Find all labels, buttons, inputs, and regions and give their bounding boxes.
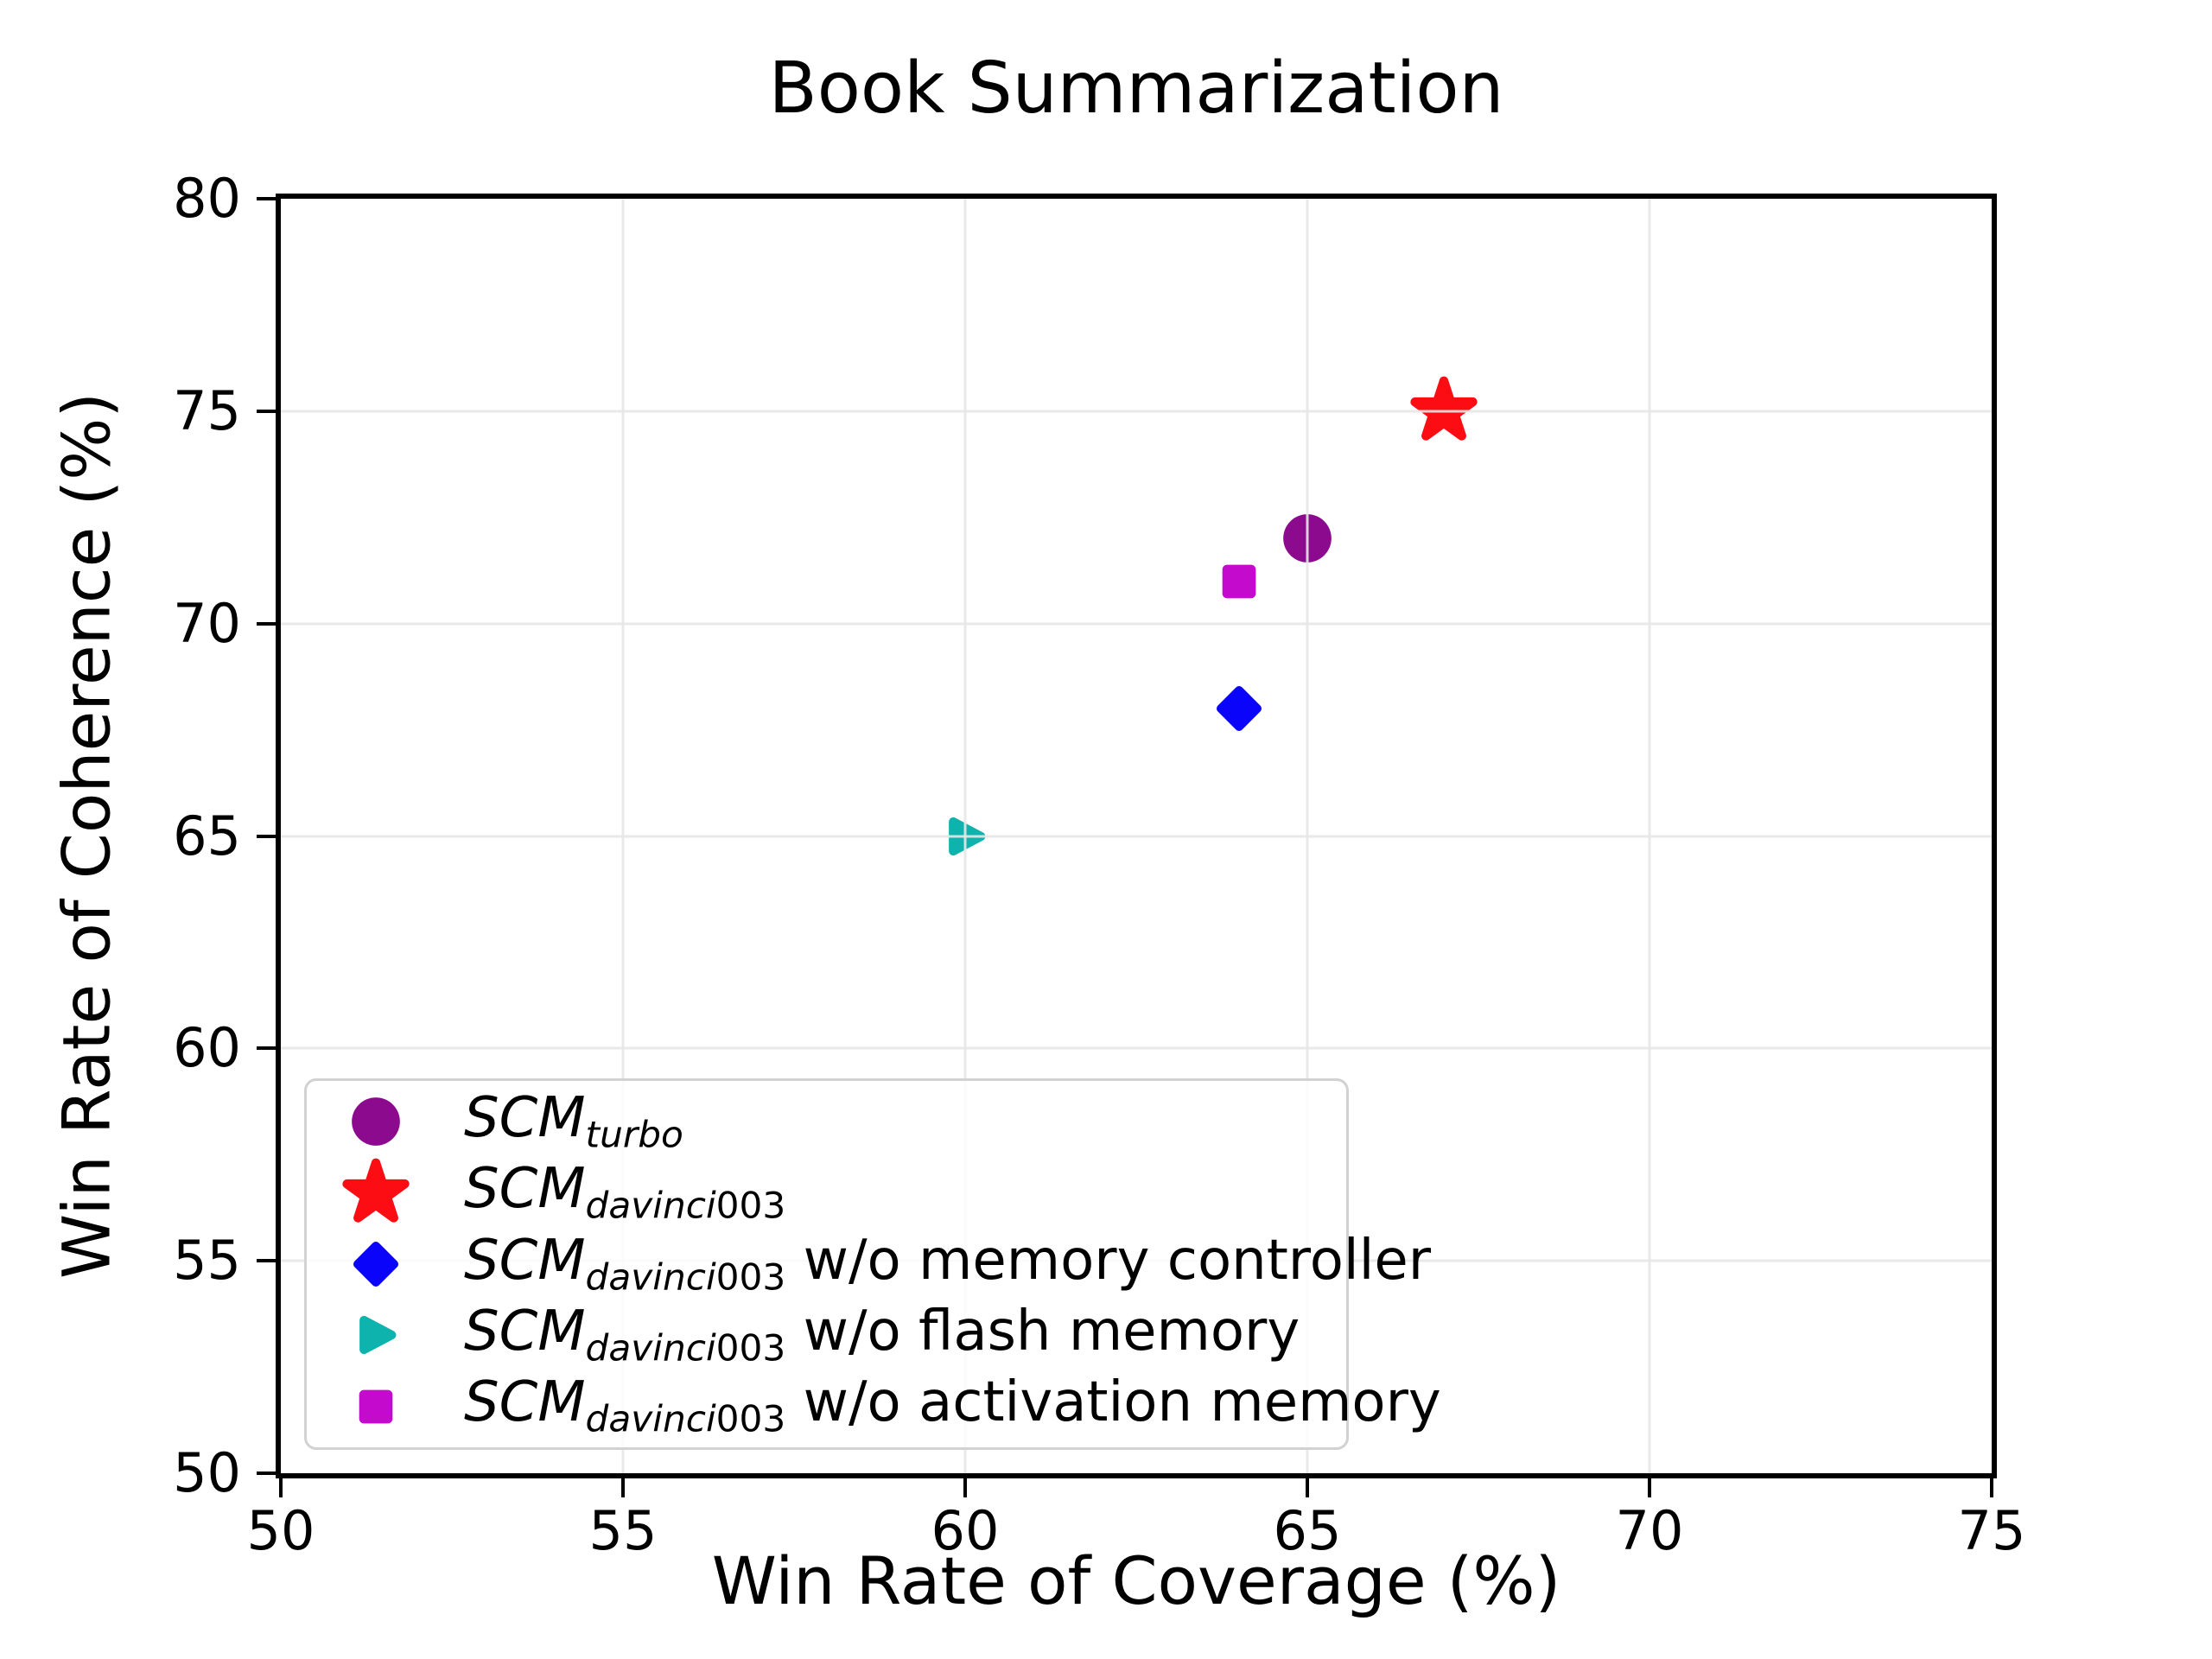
y-tick-mark-55 — [257, 1259, 276, 1263]
legend-label-rest: w/o activation memory — [785, 1370, 1441, 1435]
x-tick-mark-55 — [621, 1478, 625, 1497]
legend-label-scm-davinci003: SCMdavinci003 — [464, 1161, 785, 1224]
x-tick-mark-70 — [1648, 1478, 1651, 1497]
x-tick-label-55: 55 — [588, 1499, 658, 1562]
gridline-y-60 — [281, 1046, 1992, 1050]
x-tick-mark-60 — [963, 1478, 967, 1497]
point-scm-davinci003-wo-activation-memory — [1221, 563, 1257, 600]
legend-label-rest: w/o memory controller — [785, 1228, 1432, 1293]
chart-title: Book Summarization — [768, 48, 1504, 130]
y-tick-mark-65 — [257, 834, 276, 838]
y-tick-mark-70 — [257, 621, 276, 626]
gridline-y-65 — [281, 835, 1992, 837]
point-scm-davinci003 — [1409, 376, 1478, 446]
y-tick-label-50: 50 — [173, 1441, 241, 1504]
legend-marker-circle-icon — [307, 1096, 445, 1147]
legend-item-scm-davinci003: SCMdavinci003 — [307, 1157, 1346, 1228]
legend-label-scm-turbo: SCMturbo — [464, 1090, 683, 1154]
legend-label-subscript: davinci003 — [586, 1398, 786, 1440]
legend-subscript-italic: davinci — [585, 1326, 716, 1370]
legend-label-main: SCM — [464, 1157, 586, 1222]
gridline-y-75 — [281, 410, 1992, 413]
x-axis-label: Win Rate of Coverage (%) — [711, 1542, 1561, 1619]
legend-label-main: SCM — [464, 1085, 586, 1150]
y-tick-mark-75 — [257, 409, 276, 413]
legend-subscript-italic: davinci — [585, 1255, 716, 1299]
x-tick-mark-50 — [279, 1478, 283, 1497]
x-tick-label-75: 75 — [1957, 1499, 2026, 1562]
legend-subscript-italic: turbo — [585, 1113, 683, 1156]
legend-marker-square-icon — [307, 1389, 445, 1425]
y-tick-label-65: 65 — [173, 804, 241, 868]
legend-marker-star-icon — [307, 1158, 445, 1228]
legend-subscript-upright: 003 — [715, 1398, 786, 1441]
x-tick-label-60: 60 — [931, 1499, 1000, 1562]
legend-label-subscript: davinci003 — [586, 1327, 786, 1370]
legend-label-scm-davinci003-wo-flash-memory: SCMdavinci003 w/o flash memory — [464, 1304, 1300, 1367]
gridline-x-70 — [1648, 199, 1651, 1473]
y-axis-label: Win Rate of Coherence (%) — [48, 392, 125, 1279]
legend-label-subscript: turbo — [586, 1113, 683, 1155]
legend-label-main: SCM — [464, 1299, 586, 1363]
legend-item-scm-davinci003-wo-memory-controller: SCMdavinci003 w/o memory controller — [307, 1229, 1431, 1300]
legend-label-main: SCM — [464, 1228, 586, 1293]
point-scm-davinci003-wo-memory-controller — [1213, 683, 1265, 734]
y-tick-label-75: 75 — [173, 378, 241, 442]
legend-subscript-upright: 003 — [715, 1326, 786, 1370]
legend-item-scm-davinci003-wo-activation-memory: SCMdavinci003 w/o activation memory — [307, 1371, 1441, 1442]
legend-label-rest: w/o flash memory — [785, 1299, 1300, 1363]
legend-label-main: SCM — [464, 1370, 586, 1435]
y-tick-mark-60 — [257, 1046, 276, 1051]
legend-marker-triangle-right-icon — [307, 1315, 445, 1355]
x-tick-label-65: 65 — [1273, 1499, 1342, 1562]
legend-subscript-upright: 003 — [715, 1255, 786, 1299]
legend-label-subscript: davinci003 — [586, 1255, 786, 1298]
y-tick-label-55: 55 — [173, 1229, 241, 1293]
legend: SCMturbo SCMdavinci003 SCMdavinci003 w/o m… — [304, 1078, 1441, 1450]
y-tick-mark-80 — [257, 197, 276, 200]
gridline-y-70 — [281, 622, 1992, 626]
y-tick-label-60: 60 — [173, 1016, 241, 1080]
plot-area: 50 55 60 65 70 75 50 55 60 65 70 75 80 SCMturbo SCMd… — [173, 172, 2025, 1563]
x-tick-label-50: 50 — [246, 1499, 315, 1562]
legend-label-scm-davinci003-wo-activation-memory: SCMdavinci003 w/o activation memory — [464, 1375, 1441, 1438]
y-tick-label-80: 80 — [173, 167, 241, 230]
legend-label-scm-davinci003-wo-memory-controller: SCMdavinci003 w/o memory controller — [464, 1233, 1431, 1296]
x-tick-mark-65 — [1306, 1478, 1309, 1497]
x-tick-mark-75 — [1990, 1478, 1993, 1497]
legend-subscript-italic: davinci — [585, 1184, 716, 1227]
x-tick-label-70: 70 — [1615, 1499, 1684, 1562]
legend-marker-diamond-icon — [307, 1238, 445, 1290]
legend-item-scm-davinci003-wo-flash-memory: SCMdavinci003 w/o flash memory — [307, 1300, 1346, 1370]
legend-item-scm-turbo: SCMturbo — [307, 1086, 1346, 1157]
legend-subscript-upright: 003 — [715, 1184, 786, 1227]
y-tick-label-70: 70 — [173, 591, 241, 655]
legend-label-subscript: davinci003 — [586, 1185, 786, 1227]
point-scm-turbo — [1282, 513, 1332, 563]
legend-subscript-italic: davinci — [585, 1398, 716, 1441]
point-scm-davinci003-wo-flash-memory — [945, 817, 986, 856]
y-tick-mark-50 — [257, 1471, 276, 1475]
